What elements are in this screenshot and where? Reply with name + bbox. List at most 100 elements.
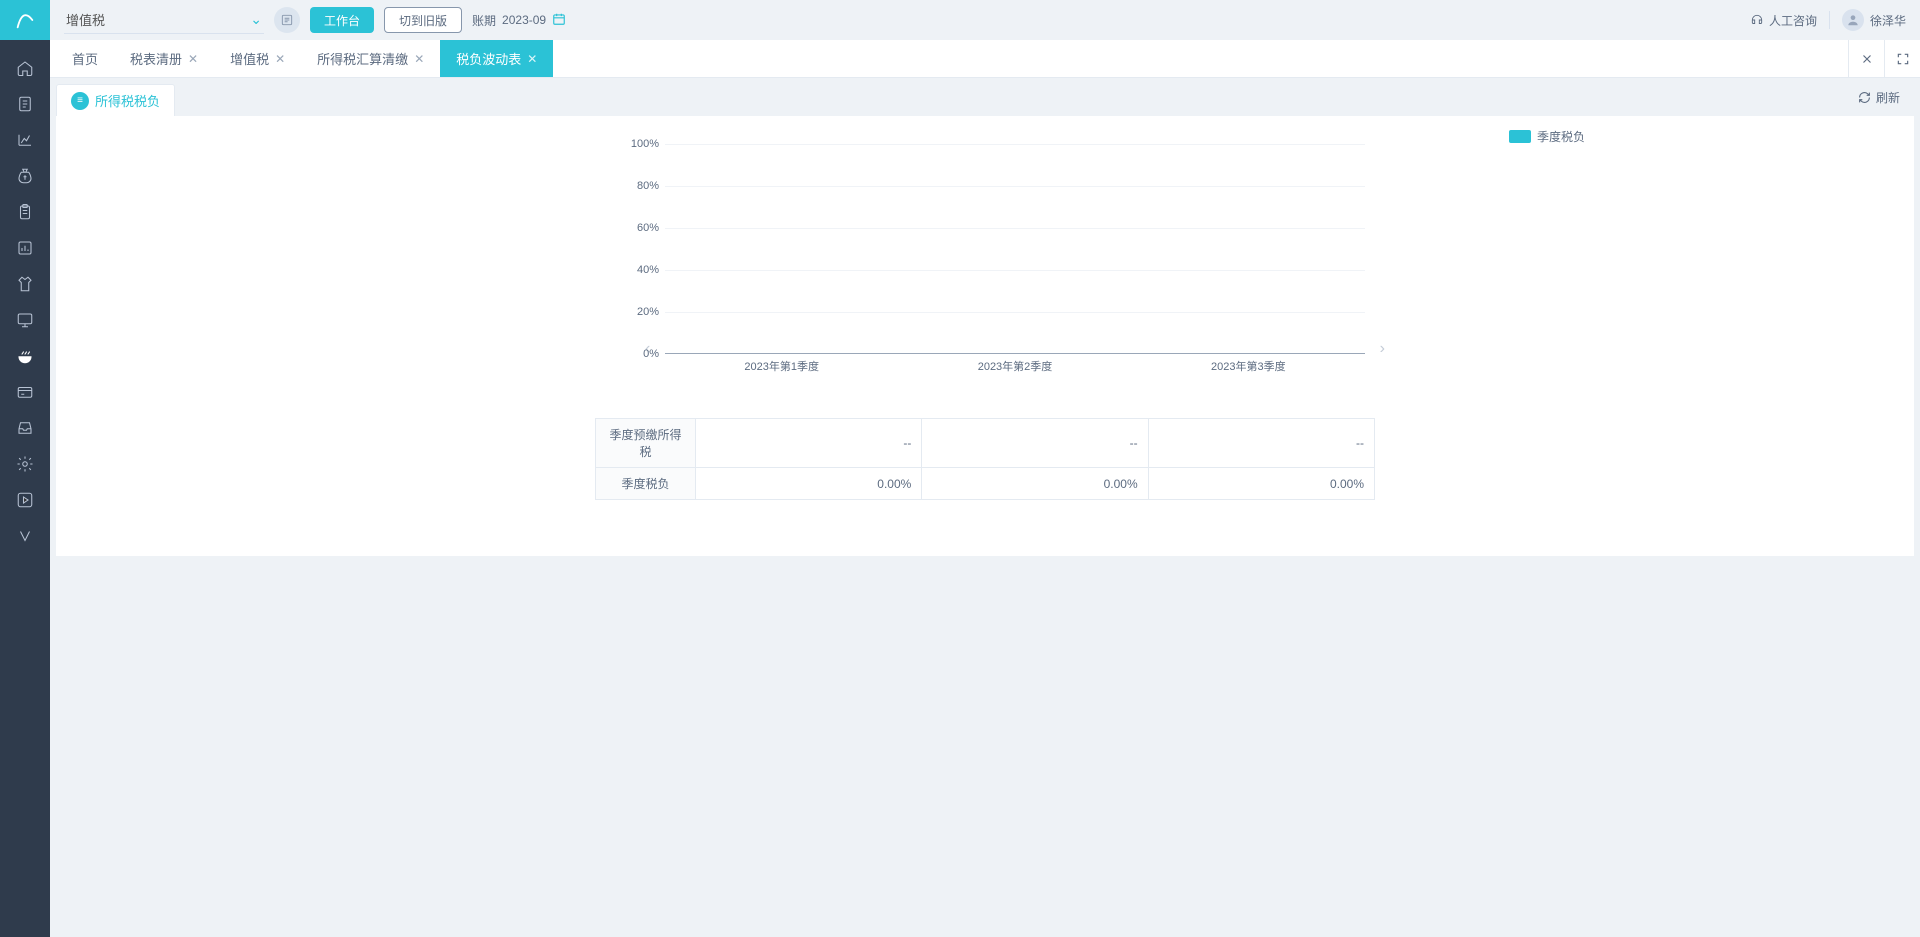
sidebar-item-card[interactable] [0, 374, 50, 410]
header-bar: 增值税 ⌄ 工作台 切到旧版 账期 2023-09 人工咨询 [50, 0, 1920, 40]
x-tick: 2023年第1季度 [744, 358, 819, 374]
switch-old-button[interactable]: 切到旧版 [384, 7, 462, 33]
grid-line [665, 270, 1365, 271]
headset-icon [1750, 13, 1764, 27]
sidebar-item-home[interactable] [0, 50, 50, 86]
tab-label: 首页 [72, 49, 98, 68]
tab-增值税[interactable]: 增值税 ✕ [214, 40, 301, 77]
inbox-icon [16, 419, 34, 437]
sidebar-item-moneybag[interactable] [0, 158, 50, 194]
close-icon[interactable]: ✕ [275, 52, 285, 66]
hotbowl-icon [16, 347, 34, 365]
table-cell: 0.00% [1148, 468, 1374, 500]
refresh-button[interactable]: 刷新 [1858, 89, 1900, 106]
tab-label: 所得税汇算清缴 [317, 49, 408, 68]
chevron-down-icon: ⌄ [250, 11, 262, 28]
workbench-label: 工作台 [324, 12, 360, 29]
workbench-button[interactable]: 工作台 [310, 7, 374, 33]
tab-label: 税负波动表 [456, 49, 521, 68]
subtab-label: 所得税税负 [95, 91, 160, 110]
sidebar-item-hotbowl[interactable] [0, 338, 50, 374]
doc-icon: ≡ [71, 92, 89, 110]
table-row: 季度税负0.00%0.00%0.00% [596, 468, 1375, 500]
close-icon[interactable]: ✕ [414, 52, 424, 66]
home-icon [16, 59, 34, 77]
table-cell: 0.00% [922, 468, 1148, 500]
sidebar-item-document[interactable] [0, 86, 50, 122]
sidebar-item-clipboard[interactable] [0, 194, 50, 230]
subtab-income-tax-burden[interactable]: ≡ 所得税税负 [56, 84, 175, 116]
chart-next-button[interactable]: › [1380, 340, 1385, 358]
close-all-tabs-button[interactable] [1848, 40, 1884, 78]
support-label: 人工咨询 [1769, 12, 1817, 29]
user-menu[interactable]: 徐泽华 [1842, 9, 1906, 31]
document-icon [16, 95, 34, 113]
company-select[interactable]: 增值税 ⌄ [64, 6, 264, 34]
collapse-button[interactable] [274, 7, 300, 33]
x-tick: 2023年第2季度 [978, 358, 1053, 374]
tabs-strip: 首页 税表清册 ✕ 增值税 ✕ 所得税汇算清缴 ✕ 税负波动表 ✕ [50, 40, 1920, 78]
table-row: 季度预缴所得税------ [596, 419, 1375, 468]
table-cell: -- [696, 419, 922, 468]
support-link[interactable]: 人工咨询 [1750, 12, 1817, 29]
tab-所得税汇算清缴[interactable]: 所得税汇算清缴 ✕ [301, 40, 440, 77]
main-area: 增值税 ⌄ 工作台 切到旧版 账期 2023-09 人工咨询 [50, 0, 1920, 937]
chart-icon [16, 131, 34, 149]
grid-line [665, 186, 1365, 187]
close-icon[interactable]: ✕ [527, 52, 537, 66]
legend-label: 季度税负 [1537, 128, 1585, 145]
sidebar-item-gear[interactable] [0, 446, 50, 482]
tab-label: 税表清册 [130, 49, 182, 68]
sub-toolbar: ≡ 所得税税负 刷新 [50, 78, 1920, 116]
refresh-label: 刷新 [1876, 89, 1900, 106]
sidebar-item-report[interactable] [0, 230, 50, 266]
screen-icon [16, 311, 34, 329]
grid-line [665, 144, 1365, 145]
table-cell: 0.00% [696, 468, 922, 500]
calendar-icon [552, 12, 566, 29]
sidebar-item-chart[interactable] [0, 122, 50, 158]
tab-首页[interactable]: 首页 [56, 40, 114, 77]
row-header: 季度预缴所得税 [596, 419, 696, 468]
legend-swatch [1509, 130, 1531, 143]
y-tick: 60% [619, 222, 659, 234]
y-tick: 0% [619, 348, 659, 360]
tab-税表清册[interactable]: 税表清册 ✕ [114, 40, 214, 77]
table-cell: -- [1148, 419, 1374, 468]
play-icon [16, 491, 34, 509]
gear-icon [16, 455, 34, 473]
tab-税负波动表[interactable]: 税负波动表 ✕ [440, 40, 553, 77]
card-icon [16, 383, 34, 401]
x-tick: 2023年第3季度 [1211, 358, 1286, 374]
switch-old-label: 切到旧版 [399, 12, 447, 29]
close-icon[interactable]: ✕ [188, 52, 198, 66]
sidebar-item-inbox[interactable] [0, 410, 50, 446]
table-cell: -- [922, 419, 1148, 468]
row-header: 季度税负 [596, 468, 696, 500]
sidebar-item-screen[interactable] [0, 302, 50, 338]
tax-burden-chart: 季度税负 ‹ › 0%20%40%60%80%100%2023年第1季度2023… [605, 128, 1365, 378]
tab-label: 增值税 [230, 49, 269, 68]
period-picker[interactable]: 账期 2023-09 [472, 12, 566, 29]
avatar-icon [1842, 9, 1864, 31]
x-axis [665, 353, 1365, 354]
sidebar [0, 0, 50, 937]
y-tick: 40% [619, 264, 659, 276]
chart-card: 季度税负 ‹ › 0%20%40%60%80%100%2023年第1季度2023… [56, 116, 1914, 556]
content-panel: 季度税负 ‹ › 0%20%40%60%80%100%2023年第1季度2023… [50, 116, 1920, 937]
tax-burden-table: 季度预缴所得税------季度税负0.00%0.00%0.00% [595, 418, 1375, 500]
sidebar-item-play[interactable] [0, 482, 50, 518]
fullscreen-button[interactable] [1884, 40, 1920, 78]
refresh-icon [1858, 91, 1871, 104]
y-tick: 80% [619, 180, 659, 192]
sidebar-item-shirt[interactable] [0, 266, 50, 302]
sidebar-item-v[interactable] [0, 518, 50, 554]
shirt-icon [16, 275, 34, 293]
period-key: 账期 [472, 12, 496, 29]
report-icon [16, 239, 34, 257]
app-logo[interactable] [0, 0, 50, 40]
clipboard-icon [16, 203, 34, 221]
user-name: 徐泽华 [1870, 12, 1906, 29]
period-value: 2023-09 [502, 13, 546, 27]
company-select-label: 增值税 [66, 10, 105, 29]
